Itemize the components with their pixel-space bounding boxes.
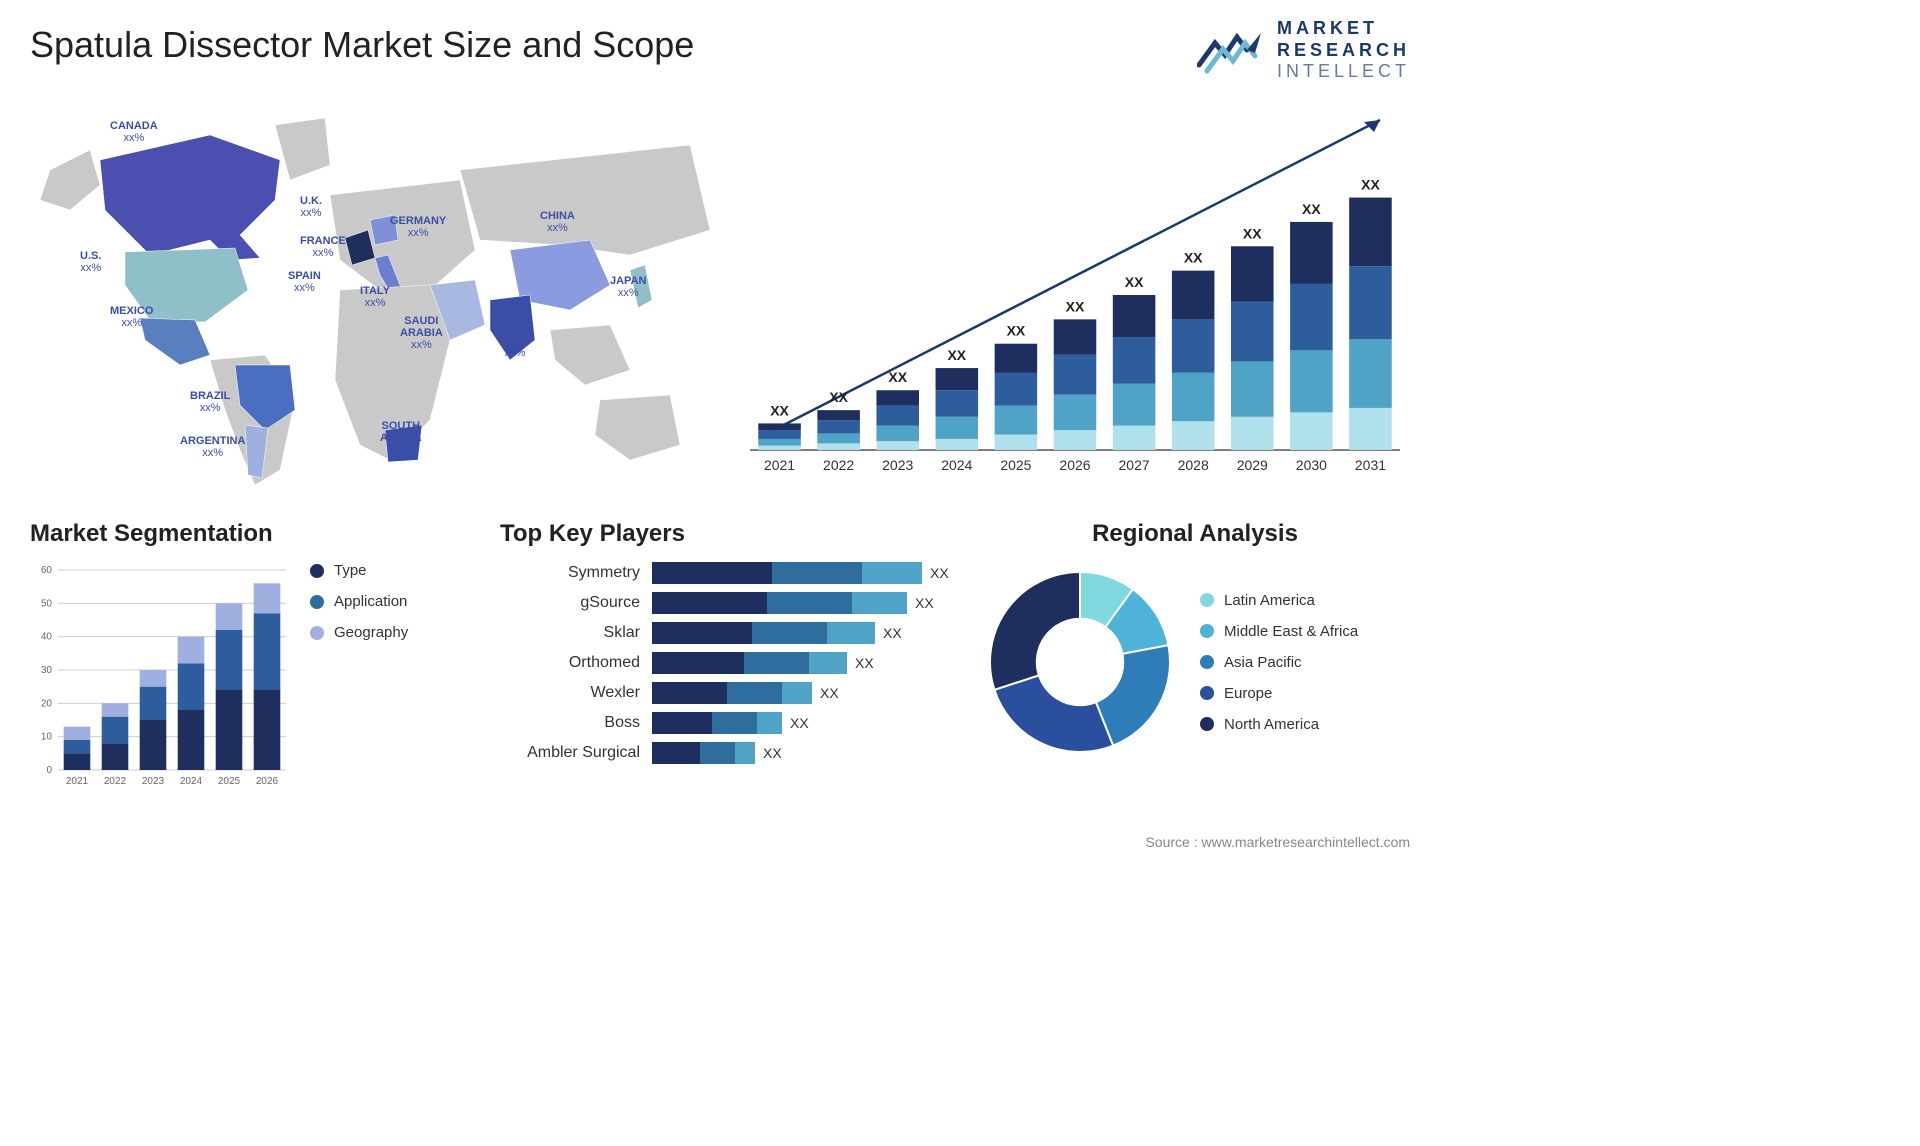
svg-text:XX: XX <box>1007 323 1026 339</box>
map-label: SOUTHAFRICAxx% <box>380 420 422 456</box>
growth-chart-svg: XX 2021 XX 2022 XX 2023 XX 2024 XX 2025 XX 2026 XX 20… <box>740 100 1410 480</box>
svg-text:20: 20 <box>41 698 53 709</box>
player-row: XX <box>652 622 980 644</box>
player-label: Orthomed <box>500 652 640 674</box>
map-label: SPAINxx% <box>288 270 321 294</box>
svg-text:40: 40 <box>41 632 53 643</box>
svg-text:60: 60 <box>41 565 53 576</box>
legend-item: Geography <box>310 624 408 641</box>
player-label: Wexler <box>500 682 640 704</box>
world-map: CANADAxx% U.S.xx% MEXICOxx% BRAZILxx% ARGENT… <box>30 90 720 490</box>
player-row: XX <box>652 742 980 764</box>
logo-text: MARKET RESEARCH INTELLECT <box>1277 18 1410 83</box>
svg-text:2026: 2026 <box>1059 457 1090 473</box>
player-row: XX <box>652 562 980 584</box>
svg-text:2021: 2021 <box>764 457 795 473</box>
svg-text:2026: 2026 <box>256 776 279 787</box>
regional-legend: Latin America Middle East & Africa Asia Pa… <box>1200 592 1358 733</box>
legend-item: Application <box>310 593 408 610</box>
brand-logo: MARKET RESEARCH INTELLECT <box>1197 18 1410 83</box>
player-row: XX <box>652 592 980 614</box>
legend-item: Latin America <box>1200 592 1358 609</box>
svg-text:XX: XX <box>1243 225 1262 241</box>
map-label: GERMANYxx% <box>390 215 446 239</box>
legend-item: Type <box>310 562 408 579</box>
svg-text:XX: XX <box>1125 274 1144 290</box>
segmentation-chart: 0 10 20 30 40 50 60 2021 2022 2023 2024 2025 2026 <box>30 562 290 792</box>
svg-text:10: 10 <box>41 732 53 743</box>
player-label: gSource <box>500 592 640 614</box>
map-label: SAUDIARABIAxx% <box>400 315 443 351</box>
regional-title: Regional Analysis <box>980 520 1410 548</box>
map-label: ITALYxx% <box>360 285 390 309</box>
player-label: Ambler Surgical <box>500 742 640 764</box>
svg-text:2022: 2022 <box>104 776 127 787</box>
regional-donut <box>980 562 1180 762</box>
svg-text:2028: 2028 <box>1178 457 1209 473</box>
map-label: ARGENTINAxx% <box>180 435 245 459</box>
map-label: FRANCExx% <box>300 235 346 259</box>
svg-text:2024: 2024 <box>941 457 972 473</box>
players-bars: XX XX XX XX XX XX XX <box>652 562 980 764</box>
legend-item: Middle East & Africa <box>1200 623 1358 640</box>
segmentation-title: Market Segmentation <box>30 520 470 548</box>
segmentation-legend: Type Application Geography <box>310 562 408 641</box>
page-title: Spatula Dissector Market Size and Scope <box>30 24 694 66</box>
svg-text:XX: XX <box>770 402 789 418</box>
logo-icon <box>1197 25 1267 75</box>
players-labels: Symmetry gSource Sklar Orthomed Wexler Boss Am… <box>500 562 640 764</box>
svg-text:XX: XX <box>1184 250 1203 266</box>
svg-text:XX: XX <box>1361 177 1380 193</box>
players-title: Top Key Players <box>500 520 980 548</box>
svg-text:2022: 2022 <box>823 457 854 473</box>
svg-text:0: 0 <box>46 765 52 776</box>
regional-section: Regional Analysis Latin America Middle Ea… <box>980 520 1410 762</box>
player-label: Sklar <box>500 622 640 644</box>
segmentation-section: Market Segmentation 0 10 20 30 40 50 60 2021 202… <box>30 520 470 792</box>
svg-text:2023: 2023 <box>882 457 913 473</box>
map-label: CANADAxx% <box>110 120 158 144</box>
svg-text:XX: XX <box>888 369 907 385</box>
svg-text:XX: XX <box>1066 298 1085 314</box>
map-label: JAPANxx% <box>610 275 646 299</box>
player-label: Boss <box>500 712 640 734</box>
svg-text:30: 30 <box>41 665 53 676</box>
players-section: Top Key Players Symmetry gSource Sklar Orth… <box>500 520 980 764</box>
map-label: BRAZILxx% <box>190 390 230 414</box>
svg-text:2021: 2021 <box>66 776 89 787</box>
source-text: Source : www.marketresearchintellect.com <box>1145 834 1410 850</box>
map-label: CHINAxx% <box>540 210 575 234</box>
legend-item: Asia Pacific <box>1200 654 1358 671</box>
svg-text:2025: 2025 <box>218 776 241 787</box>
svg-text:2030: 2030 <box>1296 457 1327 473</box>
map-label: MEXICOxx% <box>110 305 153 329</box>
legend-item: North America <box>1200 716 1358 733</box>
svg-text:2024: 2024 <box>180 776 203 787</box>
svg-text:XX: XX <box>947 347 966 363</box>
player-row: XX <box>652 712 980 734</box>
map-label: INDIAxx% <box>500 335 530 359</box>
svg-text:XX: XX <box>829 389 848 405</box>
svg-text:2025: 2025 <box>1000 457 1031 473</box>
svg-text:2031: 2031 <box>1355 457 1386 473</box>
growth-chart: XX 2021 XX 2022 XX 2023 XX 2024 XX 2025 XX 2026 XX 20… <box>740 100 1410 480</box>
svg-text:50: 50 <box>41 598 53 609</box>
svg-text:2023: 2023 <box>142 776 165 787</box>
svg-text:2029: 2029 <box>1237 457 1268 473</box>
player-row: XX <box>652 682 980 704</box>
map-label: U.S.xx% <box>80 250 101 274</box>
svg-text:2027: 2027 <box>1119 457 1150 473</box>
player-row: XX <box>652 652 980 674</box>
legend-item: Europe <box>1200 685 1358 702</box>
svg-text:XX: XX <box>1302 201 1321 217</box>
map-label: U.K.xx% <box>300 195 322 219</box>
player-label: Symmetry <box>500 562 640 584</box>
